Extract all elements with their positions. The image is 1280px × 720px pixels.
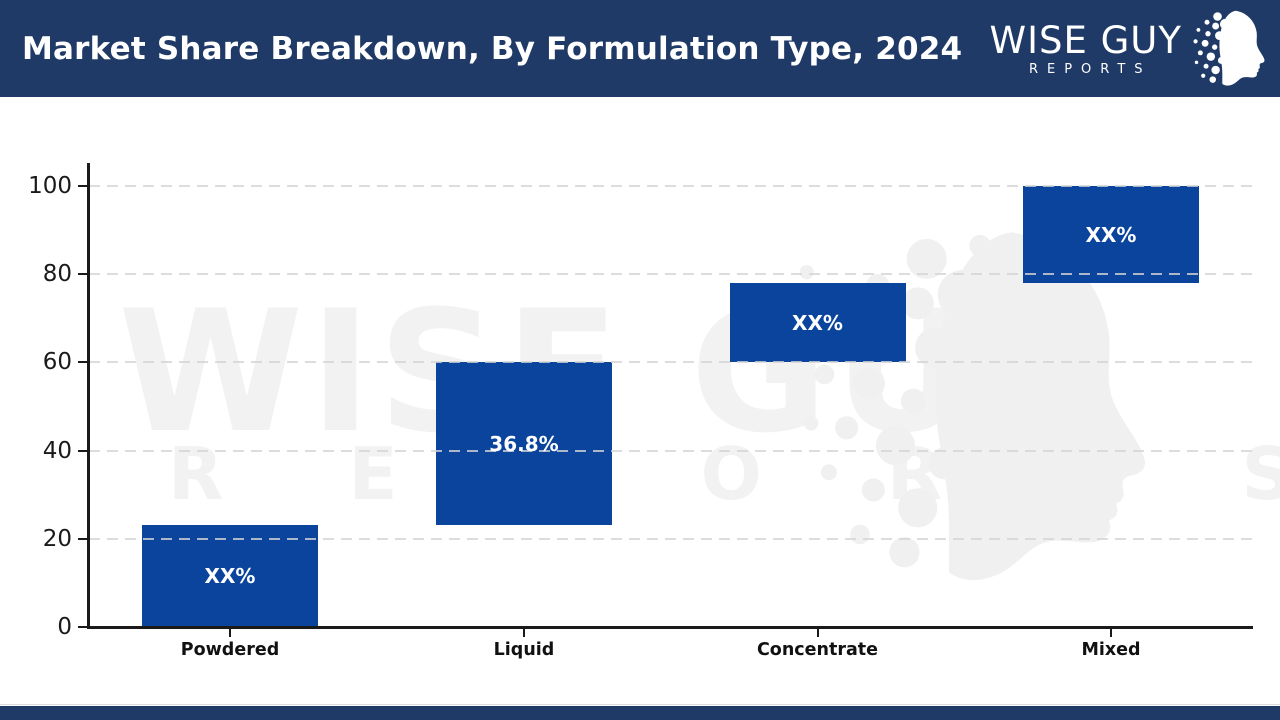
- gridline-100: [89, 185, 1256, 187]
- x-tick: [1110, 628, 1112, 637]
- chart-title: Market Share Breakdown, By Formulation T…: [22, 30, 963, 67]
- gridline-20: [89, 537, 1256, 540]
- y-tick: [78, 361, 88, 364]
- watermark-face-icon: [787, 232, 1146, 581]
- gridline-80: [89, 273, 1256, 276]
- x-category-label: Liquid: [493, 640, 555, 660]
- x-category-label: Powdered: [180, 640, 280, 660]
- y-tick-label: 60: [42, 349, 72, 376]
- y-tick: [78, 273, 88, 276]
- wiseguy-face-icon: [1193, 10, 1265, 86]
- x-tick: [229, 628, 231, 637]
- header-bar: Market Share Breakdown, By Formulation T…: [0, 0, 1280, 97]
- bar-value-label: XX%: [1085, 222, 1137, 247]
- x-axis-line: [87, 626, 1253, 629]
- gridline-40: [89, 449, 1256, 452]
- bar-value-label: XX%: [792, 310, 843, 335]
- y-tick-label: 80: [42, 261, 72, 288]
- y-tick-label: 40: [42, 437, 72, 464]
- y-tick: [78, 449, 88, 452]
- y-tick: [78, 537, 88, 540]
- y-axis-line: [87, 163, 90, 629]
- x-category-label: Mixed: [1081, 640, 1141, 660]
- y-tick: [78, 626, 88, 628]
- y-tick: [78, 185, 88, 187]
- y-tick-label: 0: [57, 614, 72, 640]
- logo-subtitle: REPORTS: [1028, 61, 1152, 77]
- x-category-label: Concentrate: [756, 640, 879, 660]
- bar-value-label: XX%: [204, 563, 256, 588]
- x-tick: [523, 628, 525, 637]
- gridline-60: [89, 361, 1256, 364]
- wiseguy-logo-text: WISE GUY REPORTS: [990, 22, 1182, 76]
- footer-divider: [0, 704, 1280, 705]
- footer-bar: [0, 706, 1280, 720]
- y-tick-label: 100: [28, 173, 72, 199]
- bar-value-label: 36.8%: [489, 431, 559, 456]
- bar-concentrate: [729, 283, 906, 363]
- bar-mixed: [1023, 186, 1199, 284]
- bar-liquid: [436, 362, 612, 525]
- x-tick: [816, 628, 819, 637]
- y-tick-label: 20: [42, 525, 72, 552]
- logo-wordmark: WISE GUY: [989, 18, 1182, 62]
- wiseguy-logo: WISE GUY REPORTS: [990, 0, 1272, 97]
- bar-powdered: [142, 524, 318, 627]
